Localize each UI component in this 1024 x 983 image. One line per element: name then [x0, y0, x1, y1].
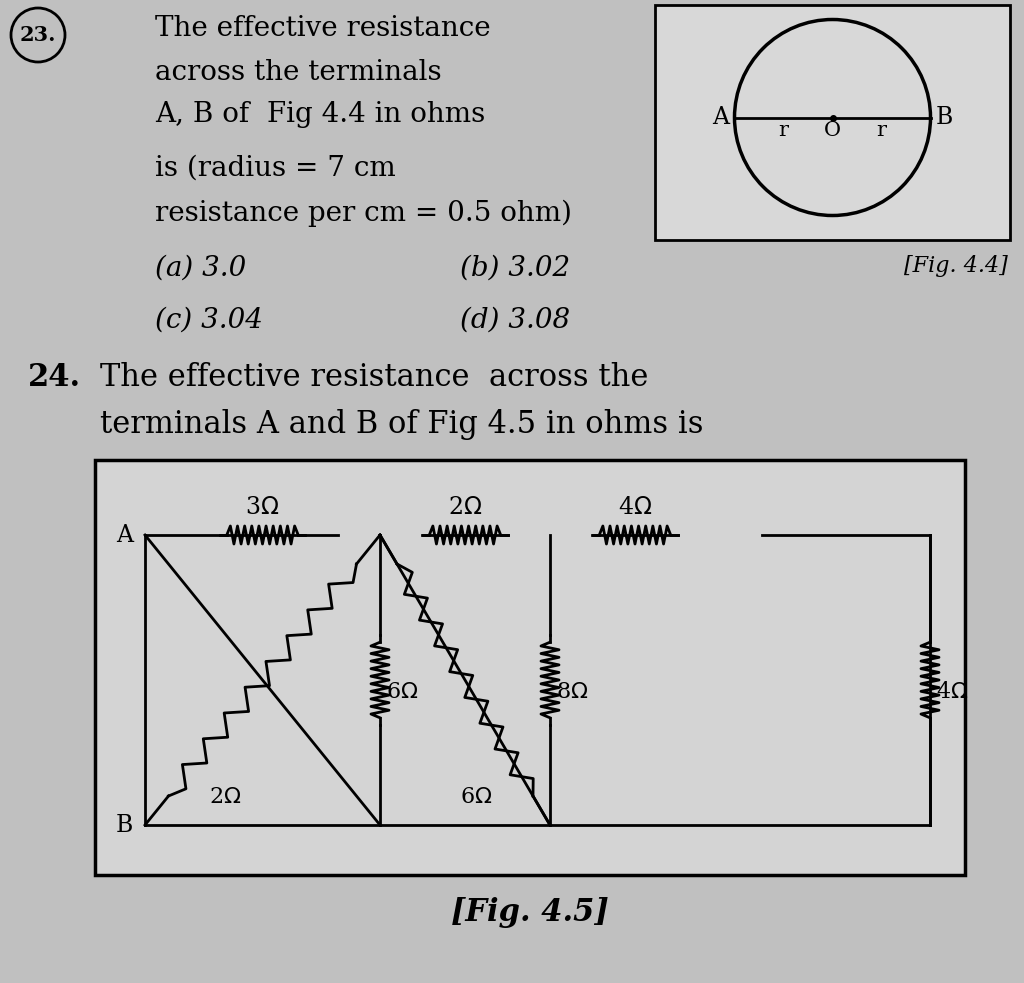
- Text: The effective resistance  across the: The effective resistance across the: [100, 363, 648, 393]
- Text: 6$\Omega$: 6$\Omega$: [460, 786, 493, 808]
- Text: The effective resistance: The effective resistance: [155, 15, 490, 41]
- Text: (b) 3.02: (b) 3.02: [460, 255, 570, 281]
- Text: 24.: 24.: [28, 363, 81, 393]
- Text: 6$\Omega$: 6$\Omega$: [386, 681, 418, 703]
- Text: r: r: [877, 122, 887, 141]
- Text: 2$\Omega$: 2$\Omega$: [209, 786, 241, 808]
- Text: r: r: [778, 122, 788, 141]
- Text: B: B: [116, 814, 133, 837]
- Text: resistance per cm = 0.5 ohm): resistance per cm = 0.5 ohm): [155, 200, 572, 227]
- Text: 8$\Omega$: 8$\Omega$: [556, 681, 588, 703]
- Text: (c) 3.04: (c) 3.04: [155, 307, 263, 333]
- Text: 4$\Omega$: 4$\Omega$: [617, 495, 652, 518]
- Bar: [95, 460, 965, 875]
- Text: A: A: [713, 106, 729, 129]
- Text: 4$\Omega$: 4$\Omega$: [936, 681, 969, 703]
- Text: [Fig. 4.5]: [Fig. 4.5]: [452, 897, 609, 929]
- Text: (a) 3.0: (a) 3.0: [155, 255, 246, 281]
- Text: terminals A and B of Fig 4.5 in ohms is: terminals A and B of Fig 4.5 in ohms is: [100, 410, 703, 440]
- Text: is (radius = 7 cm: is (radius = 7 cm: [155, 154, 395, 182]
- Text: A, B of  Fig 4.4 in ohms: A, B of Fig 4.4 in ohms: [155, 101, 485, 129]
- Text: across the terminals: across the terminals: [155, 59, 441, 86]
- Text: 2$\Omega$: 2$\Omega$: [447, 495, 482, 518]
- Text: (d) 3.08: (d) 3.08: [460, 307, 570, 333]
- Bar: [655, 5, 1010, 240]
- Text: O: O: [824, 122, 841, 141]
- Text: A: A: [116, 524, 133, 547]
- Text: 3$\Omega$: 3$\Omega$: [246, 495, 280, 518]
- Text: 23.: 23.: [19, 25, 56, 45]
- Text: B: B: [936, 106, 953, 129]
- Text: [Fig. 4.4]: [Fig. 4.4]: [904, 255, 1008, 277]
